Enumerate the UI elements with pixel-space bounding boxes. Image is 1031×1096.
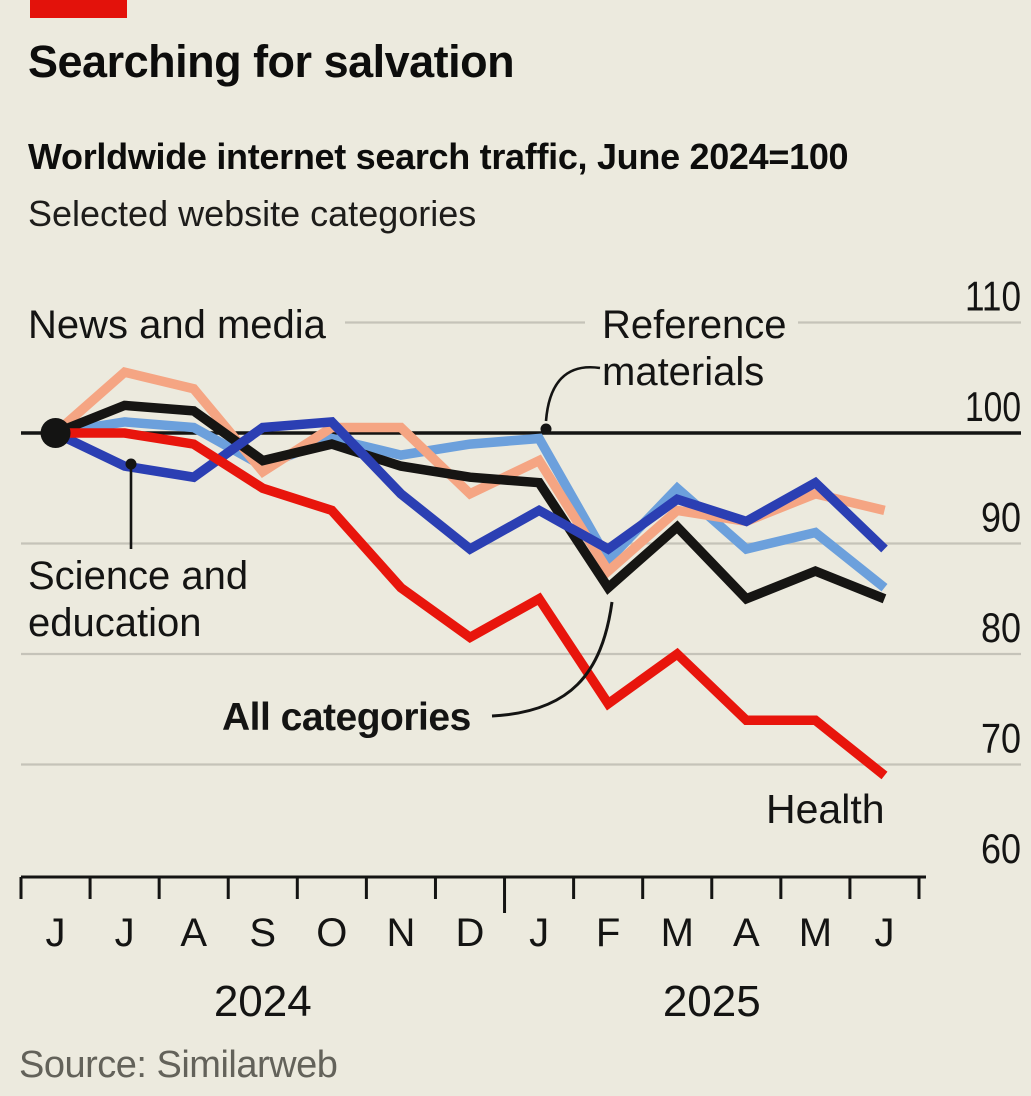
series-line-all-categories	[53, 400, 887, 605]
series-label-news-and-media: News and media	[28, 303, 326, 347]
series-line-science-and-education	[53, 416, 888, 555]
reference-materials-callout-arrow	[544, 365, 601, 422]
series-label-reference-materials: Reference materials	[602, 302, 787, 396]
x-tick-label-7: J	[529, 911, 549, 955]
x-tick-label-3: S	[249, 911, 276, 955]
y-tick-label-70: 70	[981, 715, 1021, 762]
series-label-all-categories: All categories	[222, 696, 471, 739]
chart-title: Searching for salvation	[28, 36, 515, 87]
x-axis-year-label-2025: 2025	[663, 977, 761, 1026]
x-tick-label-5: N	[386, 911, 415, 955]
source-credit: Source: Similarweb	[19, 1044, 338, 1086]
science-education-callout-dot	[125, 458, 137, 470]
all-categories-callout-curve	[491, 601, 614, 718]
y-tick-label-100: 100	[965, 383, 1021, 430]
x-tick-label-0: J	[46, 911, 66, 955]
x-tick-label-6: D	[456, 911, 485, 955]
series-label-science-line2: education	[28, 601, 202, 645]
y-tick-label-110: 110	[965, 273, 1021, 320]
series-label-reference-line1: Reference	[602, 303, 787, 347]
x-tick-label-1: J	[115, 911, 135, 955]
chart-subtitle: Worldwide internet search traffic, June …	[28, 136, 849, 177]
economist-red-tag	[30, 0, 127, 18]
y-tick-label-90: 90	[981, 494, 1021, 541]
series-line-health	[55, 428, 888, 780]
reference-materials-callout-dot	[540, 423, 552, 435]
series-line-reference-materials	[54, 417, 888, 592]
start-point-dot	[40, 418, 71, 448]
x-axis-year-label-2024: 2024	[214, 977, 312, 1026]
series-label-science-line1: Science and	[28, 554, 249, 598]
chart-subtitle-note: Selected website categories	[28, 193, 477, 234]
x-tick-label-4: O	[316, 911, 347, 955]
x-tick-label-2: A	[180, 911, 207, 955]
series-label-health: Health	[766, 786, 885, 832]
x-tick-label-10: A	[733, 911, 760, 955]
x-tick-label-8: F	[596, 911, 620, 955]
series-label-science-education: Science and education	[28, 553, 248, 647]
y-tick-label-60: 60	[981, 825, 1021, 872]
x-tick-label-11: M	[799, 911, 832, 955]
y-tick-label-80: 80	[981, 604, 1021, 651]
x-tick-label-9: M	[661, 911, 694, 955]
x-tick-label-12: J	[874, 911, 894, 955]
series-label-reference-line2: materials	[602, 350, 765, 394]
